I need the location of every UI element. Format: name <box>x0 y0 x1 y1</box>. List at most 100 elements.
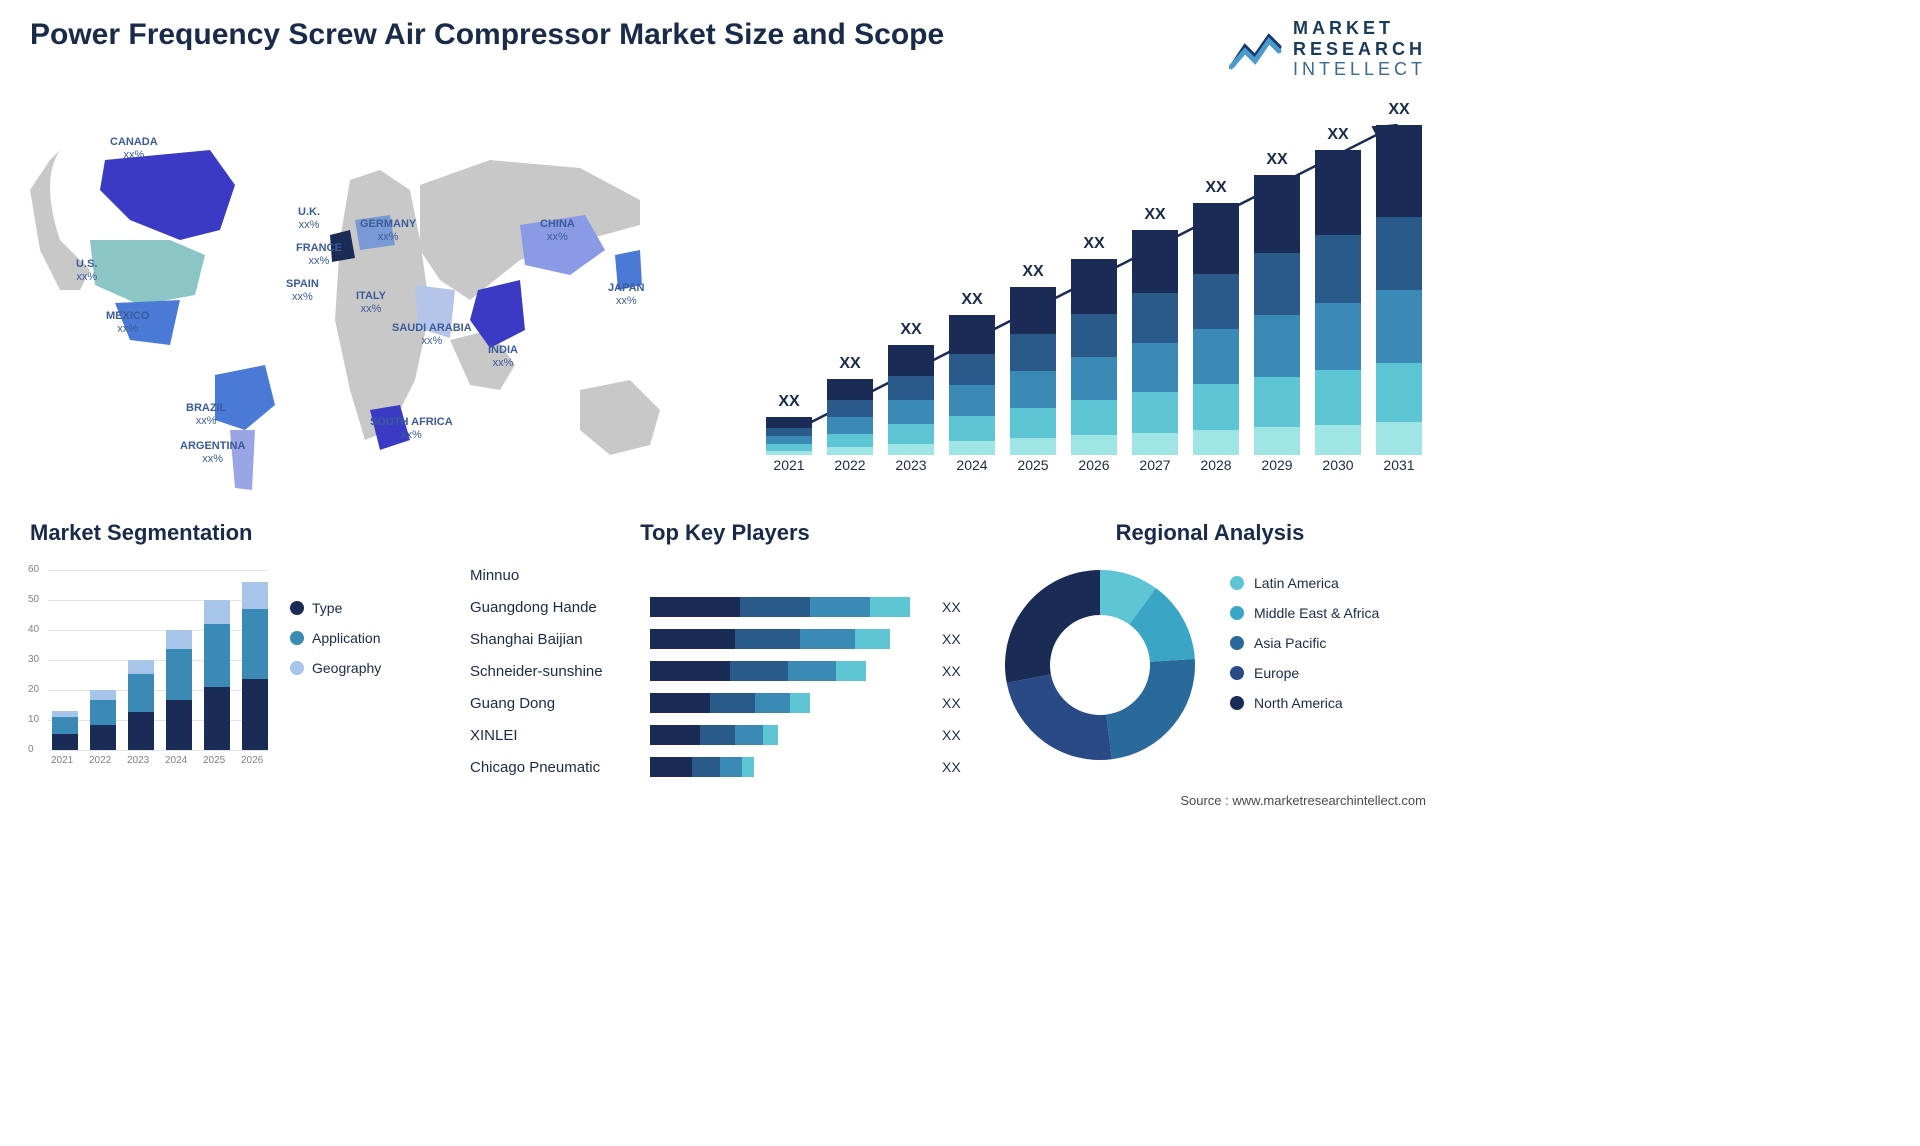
player-bar-segment <box>650 693 710 713</box>
bar-value-label: XX <box>827 355 873 373</box>
seg-bar-2024 <box>166 630 192 750</box>
seg-bar-segment <box>242 609 268 680</box>
map-label-india: INDIAxx% <box>488 344 518 369</box>
bar-segment <box>1376 422 1422 455</box>
player-bar <box>650 693 930 713</box>
player-value: XX <box>942 663 961 679</box>
bar-category-label: 2023 <box>888 457 934 473</box>
bar-segment <box>1071 400 1117 435</box>
regional-title: Regional Analysis <box>1000 520 1420 546</box>
bar-value-label: XX <box>1254 151 1300 169</box>
bar-segment <box>1132 433 1178 456</box>
region-legend-label: Latin America <box>1254 575 1339 591</box>
player-row: Shanghai BaijianXX <box>470 624 980 654</box>
swatch <box>1230 696 1244 710</box>
bar-segment <box>1315 370 1361 425</box>
regional-block: Regional Analysis Latin America Middle Ea… <box>1000 520 1420 780</box>
player-value: XX <box>942 695 961 711</box>
player-value: XX <box>942 599 961 615</box>
bar-category-label: 2027 <box>1132 457 1178 473</box>
map-label-china: CHINAxx% <box>540 218 575 243</box>
seg-bar-segment <box>128 712 154 750</box>
player-bar <box>650 661 930 681</box>
bar-category-label: 2021 <box>766 457 812 473</box>
seg-bar-2023 <box>128 660 154 750</box>
region-legend-label: Asia Pacific <box>1254 635 1326 651</box>
swatch <box>1230 576 1244 590</box>
players-list: MinnuoGuangdong HandeXXShanghai BaijianX… <box>470 560 980 784</box>
seg-ytick: 50 <box>28 594 39 605</box>
player-bar-segment <box>735 629 800 649</box>
bar-segment <box>888 376 934 400</box>
seg-gridline <box>48 690 268 691</box>
bar-segment <box>949 441 995 455</box>
bar-segment <box>1010 334 1056 371</box>
seg-bar-segment <box>128 660 154 674</box>
bar-segment <box>827 434 873 448</box>
players-block: Top Key Players MinnuoGuangdong HandeXXS… <box>470 520 980 780</box>
bar-category-label: 2024 <box>949 457 995 473</box>
map-label-spain: SPAINxx% <box>286 278 319 303</box>
seg-xtick: 2026 <box>241 755 263 766</box>
swatch <box>1230 606 1244 620</box>
bar-category-label: 2030 <box>1315 457 1361 473</box>
seg-legend-label: Geography <box>312 660 381 676</box>
player-row: Schneider-sunshineXX <box>470 656 980 686</box>
seg-gridline <box>48 660 268 661</box>
seg-bar-segment <box>90 690 116 700</box>
player-name: XINLEI <box>470 727 650 744</box>
player-bar-segment <box>692 757 720 777</box>
segmentation-title: Market Segmentation <box>30 520 450 546</box>
seg-xtick: 2024 <box>165 755 187 766</box>
logo-line1: MARKET <box>1293 18 1426 39</box>
main-bar-2028: XX2028 <box>1193 203 1239 455</box>
bar-segment <box>1254 427 1300 455</box>
player-bar <box>650 597 930 617</box>
bar-segment <box>1132 343 1178 393</box>
bar-segment <box>827 417 873 434</box>
player-bar-segment <box>870 597 910 617</box>
seg-gridline <box>48 600 268 601</box>
player-bar-segment <box>650 725 700 745</box>
donut-slice <box>1007 674 1112 760</box>
bar-segment <box>827 400 873 417</box>
main-bar-2022: XX2022 <box>827 379 873 455</box>
seg-bar-2025 <box>204 600 230 750</box>
player-bar-segment <box>650 597 740 617</box>
bar-segment <box>1254 315 1300 377</box>
region-legend-label: Middle East & Africa <box>1254 605 1379 621</box>
source-text: Source : www.marketresearchintellect.com <box>1180 793 1426 808</box>
bar-segment <box>1010 287 1056 334</box>
player-name: Guang Dong <box>470 695 650 712</box>
player-bar-segment <box>710 693 755 713</box>
seg-bar-2026 <box>242 582 268 750</box>
bar-value-label: XX <box>1132 206 1178 224</box>
player-bar <box>650 565 930 585</box>
seg-bar-segment <box>90 725 116 750</box>
bar-segment <box>766 444 812 451</box>
bar-category-label: 2022 <box>827 457 873 473</box>
bar-segment <box>949 354 995 385</box>
seg-bar-2022 <box>90 690 116 750</box>
seg-ytick: 10 <box>28 714 39 725</box>
seg-legend-label: Type <box>312 600 342 616</box>
seg-bar-2021 <box>52 711 78 750</box>
main-bar-2030: XX2030 <box>1315 150 1361 455</box>
region-legend-item: North America <box>1230 695 1379 711</box>
bar-segment <box>949 385 995 416</box>
bar-segment <box>1071 435 1117 455</box>
logo-line2: RESEARCH <box>1293 39 1426 60</box>
map-label-canada: CANADAxx% <box>110 136 158 161</box>
player-name: Guangdong Hande <box>470 599 650 616</box>
player-bar-segment <box>855 629 890 649</box>
bar-segment <box>1315 425 1361 456</box>
bar-category-label: 2031 <box>1376 457 1422 473</box>
main-bar-2024: XX2024 <box>949 315 995 455</box>
player-name: Shanghai Baijian <box>470 631 650 648</box>
donut-slice <box>1005 570 1100 683</box>
players-title: Top Key Players <box>470 520 980 546</box>
player-bar <box>650 757 930 777</box>
player-bar-segment <box>763 725 778 745</box>
bar-segment <box>949 416 995 441</box>
bar-segment <box>766 436 812 444</box>
